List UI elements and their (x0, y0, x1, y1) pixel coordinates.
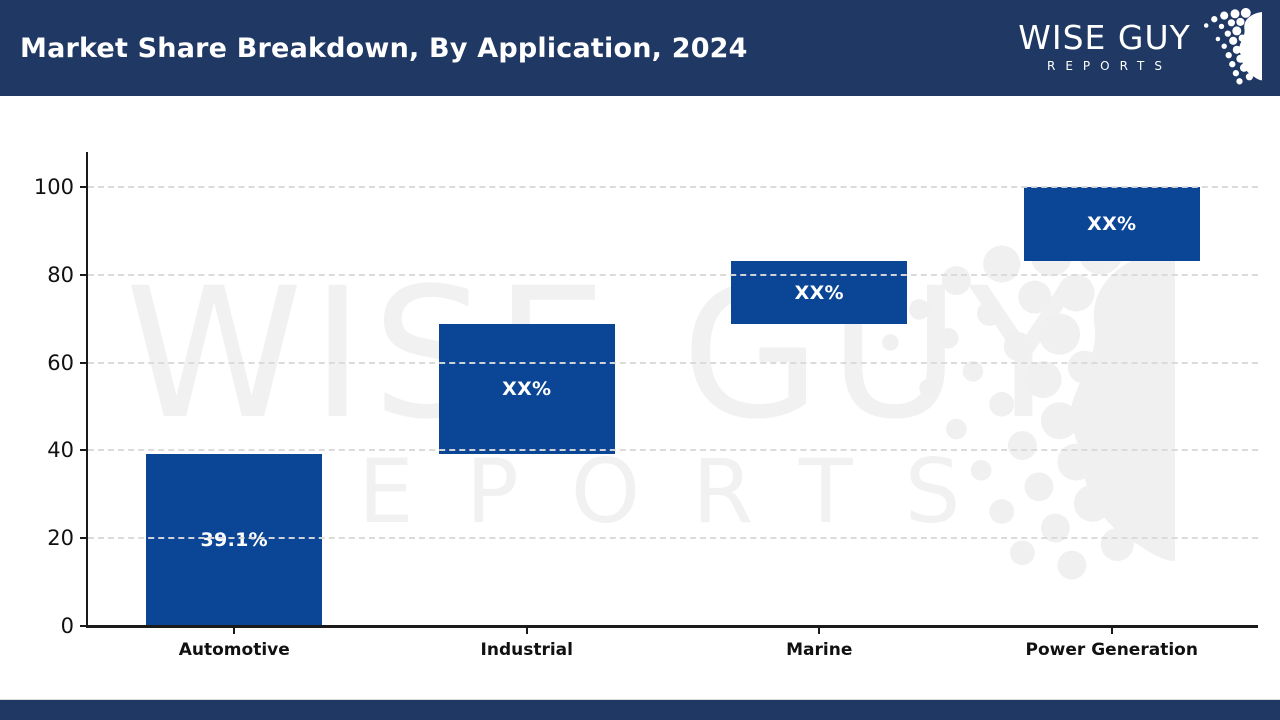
ytick-label-100: 100 (33, 175, 74, 199)
gridline-80 (88, 273, 1258, 276)
ytick-mark-60 (80, 361, 88, 364)
xtick-label-3: Power Generation (1025, 640, 1198, 660)
gridline-100 (88, 186, 1258, 188)
page-title: Market Share Breakdown, By Application, … (20, 32, 748, 64)
brand-logo-wiseguy: WISE GUY (1018, 18, 1191, 57)
xtick-label-0: Automotive (178, 640, 290, 660)
gridline-40 (88, 449, 1258, 452)
gridline-20 (88, 537, 1258, 540)
ytick-label-80: 80 (47, 262, 74, 287)
xtick-label-2: Marine (786, 640, 853, 660)
xtick-mark-0 (233, 626, 236, 634)
watermark-head-icon (882, 228, 1175, 580)
brand-logo-text: WISE GUY REPORTS (1012, 18, 1197, 74)
xtick-mark-1 (525, 626, 528, 634)
bar-value-label: XX% (502, 378, 552, 401)
ytick-label-40: 40 (47, 438, 74, 463)
brand-logo-head-icon (1203, 8, 1262, 85)
footer-bar (0, 700, 1280, 720)
brand-logo-reports: REPORTS (1046, 59, 1172, 73)
ytick-label-20: 20 (47, 526, 74, 551)
watermark-text-reports: REPORTS (245, 440, 1013, 543)
bar-automotive: 39.1% (146, 454, 323, 626)
ytick-mark-40 (80, 449, 88, 452)
bar-value-label: XX% (1087, 213, 1137, 236)
gridline-60 (88, 361, 1258, 364)
ytick-mark-20 (80, 537, 88, 540)
bar-value-label: 39.1% (200, 529, 268, 552)
bar-marine: XX% (731, 261, 908, 325)
footer-divider (0, 699, 1280, 700)
brand-logo: WISE GUY REPORTS (1012, 6, 1262, 92)
ytick-label-0: 0 (60, 614, 74, 638)
bar-industrial: XX% (438, 324, 615, 455)
ytick-mark-0 (80, 625, 88, 627)
xtick-mark-2 (818, 626, 821, 634)
y-axis-line (86, 152, 88, 628)
ytick-mark-80 (80, 273, 88, 276)
ytick-mark-100 (80, 186, 88, 188)
bar-power-generation: XX% (1023, 187, 1200, 262)
bar-value-label: XX% (794, 281, 844, 304)
xtick-mark-3 (1110, 626, 1113, 634)
ytick-label-60: 60 (47, 350, 74, 375)
header-bar: Market Share Breakdown, By Application, … (0, 0, 1280, 96)
x-axis-line (86, 625, 1258, 628)
xtick-label-1: Industrial (480, 640, 573, 660)
